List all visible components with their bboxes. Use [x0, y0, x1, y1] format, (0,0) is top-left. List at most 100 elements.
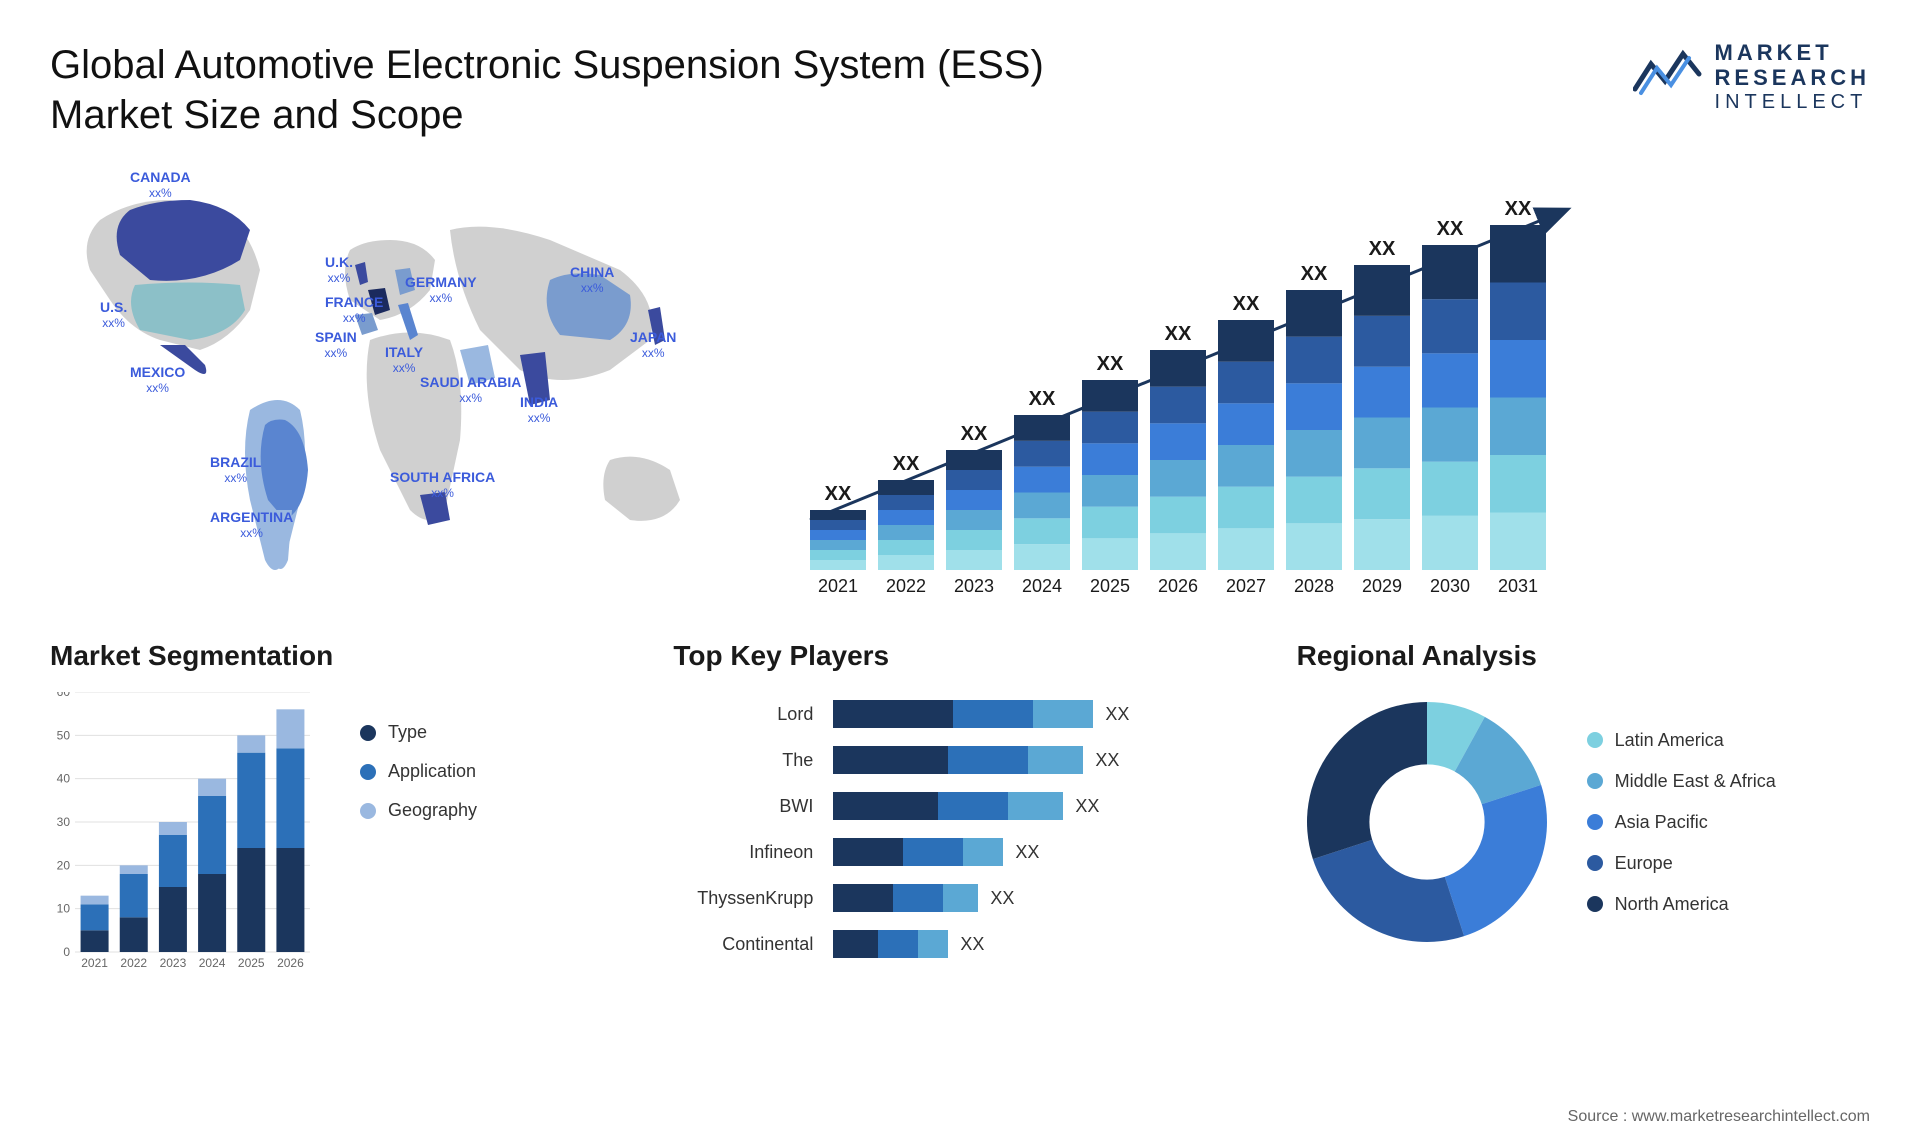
legend-dot-icon [360, 764, 376, 780]
segmentation-title: Market Segmentation [50, 640, 623, 672]
players-body: LordTheBWIInfineonThyssenKruppContinenta… [673, 692, 1246, 958]
player-bar-segment [833, 884, 893, 912]
svg-text:50: 50 [57, 728, 71, 742]
logo-text: MARKET RESEARCH INTELLECT [1715, 40, 1870, 114]
player-name-the: The [673, 746, 813, 774]
bottom-row: Market Segmentation 0 10 20 30 40 50 60 2021 202… [50, 640, 1870, 1070]
players-names-col: LordTheBWIInfineonThyssenKruppContinenta… [673, 692, 813, 958]
player-bar-segment [833, 792, 938, 820]
map-label-china: CHINAxx% [570, 265, 614, 296]
svg-text:XX: XX [1029, 388, 1056, 410]
map-label-germany: GERMANYxx% [405, 275, 477, 306]
player-value: XX [1075, 796, 1099, 817]
svg-text:0: 0 [63, 945, 70, 959]
player-bar-row: XX [833, 700, 1246, 728]
map-label-canada: CANADAxx% [130, 170, 191, 201]
players-bars-col: XX XX XX XX XX XX [833, 692, 1246, 958]
player-bar-segment [893, 884, 943, 912]
map-label-us: U.S.xx% [100, 300, 127, 331]
logo-line3: INTELLECT [1715, 91, 1870, 114]
map-label-uk: U.K.xx% [325, 255, 353, 286]
player-bar-segment [833, 838, 903, 866]
legend-dot-icon [1587, 814, 1603, 830]
map-label-saudiarabia: SAUDI ARABIAxx% [420, 375, 521, 406]
player-bar-segment [833, 746, 948, 774]
svg-text:2028: 2028 [1294, 576, 1334, 596]
map-label-argentina: ARGENTINAxx% [210, 510, 293, 541]
legend-dot-icon [1587, 896, 1603, 912]
legend-dot-icon [1587, 855, 1603, 871]
player-value: XX [990, 888, 1014, 909]
svg-text:2026: 2026 [277, 956, 304, 970]
svg-text:2021: 2021 [81, 956, 108, 970]
top-row: CANADAxx%U.S.xx%MEXICOxx%BRAZILxx%ARGENT… [50, 170, 1870, 600]
players-section: Top Key Players LordTheBWIInfineonThysse… [673, 640, 1246, 1070]
player-value: XX [1105, 704, 1129, 725]
player-bar-segment [918, 930, 948, 958]
player-bar [833, 930, 948, 958]
header: Global Automotive Electronic Suspension … [50, 40, 1870, 140]
seg-legend-application: Application [360, 761, 477, 782]
legend-dot-icon [1587, 732, 1603, 748]
svg-text:XX: XX [1233, 293, 1260, 315]
svg-text:30: 30 [57, 815, 71, 829]
svg-text:XX: XX [1505, 198, 1532, 220]
svg-text:XX: XX [1369, 238, 1396, 260]
player-bar-segment [903, 838, 963, 866]
svg-text:20: 20 [57, 858, 71, 872]
svg-text:2021: 2021 [818, 576, 858, 596]
logo-line2: RESEARCH [1715, 65, 1870, 90]
player-bar [833, 838, 1003, 866]
player-name-bwi: BWI [673, 792, 813, 820]
regional-legend: Latin America Middle East & Africa Asia Pa… [1587, 730, 1776, 915]
map-label-southafrica: SOUTH AFRICAxx% [390, 470, 495, 501]
player-bar-segment [943, 884, 978, 912]
map-label-italy: ITALYxx% [385, 345, 423, 376]
player-bar-segment [833, 700, 953, 728]
map-label-france: FRANCExx% [325, 295, 383, 326]
player-bar-segment [833, 930, 878, 958]
legend-dot-icon [360, 803, 376, 819]
player-name-infineon: Infineon [673, 838, 813, 866]
player-bar-row: XX [833, 838, 1246, 866]
segmentation-chart: 0102030405060202120222023202420252026 [50, 692, 330, 992]
svg-text:XX: XX [1301, 263, 1328, 285]
player-name-thyssenkrupp: ThyssenKrupp [673, 884, 813, 912]
player-bar-segment [878, 930, 918, 958]
seg-legend-type: Type [360, 722, 477, 743]
player-value: XX [960, 934, 984, 955]
svg-text:2022: 2022 [886, 576, 926, 596]
growth-chart: XX2021XX2022XX2023XX2024XX2025XX2026XX20… [770, 170, 1870, 600]
player-bar [833, 746, 1083, 774]
page-title: Global Automotive Electronic Suspension … [50, 40, 1100, 140]
svg-text:2025: 2025 [238, 956, 265, 970]
source-attribution: Source : www.marketresearchintellect.com [1568, 1108, 1870, 1126]
svg-text:60: 60 [57, 692, 71, 699]
regional-legend-europe: Europe [1587, 853, 1776, 874]
legend-dot-icon [360, 725, 376, 741]
player-bar-row: XX [833, 746, 1246, 774]
players-title: Top Key Players [673, 640, 1246, 672]
svg-text:2022: 2022 [120, 956, 147, 970]
regional-legend-latin-america: Latin America [1587, 730, 1776, 751]
player-bar-segment [1033, 700, 1093, 728]
map-label-india: INDIAxx% [520, 395, 558, 426]
player-bar-row: XX [833, 792, 1246, 820]
player-bar-row: XX [833, 884, 1246, 912]
segmentation-section: Market Segmentation 0 10 20 30 40 50 60 2021 202… [50, 640, 623, 1070]
player-bar-segment [938, 792, 1008, 820]
svg-text:XX: XX [825, 483, 852, 505]
svg-text:XX: XX [1437, 218, 1464, 240]
svg-text:XX: XX [1165, 323, 1192, 345]
svg-text:XX: XX [893, 453, 920, 475]
player-bar-segment [963, 838, 1003, 866]
svg-text:10: 10 [57, 902, 71, 916]
regional-body: Latin America Middle East & Africa Asia Pa… [1297, 692, 1870, 952]
regional-legend-middle-east---africa: Middle East & Africa [1587, 771, 1776, 792]
regional-legend-asia-pacific: Asia Pacific [1587, 812, 1776, 833]
legend-dot-icon [1587, 773, 1603, 789]
world-map-panel: CANADAxx%U.S.xx%MEXICOxx%BRAZILxx%ARGENT… [50, 170, 730, 600]
regional-title: Regional Analysis [1297, 640, 1870, 672]
svg-text:2023: 2023 [954, 576, 994, 596]
svg-text:40: 40 [57, 772, 71, 786]
